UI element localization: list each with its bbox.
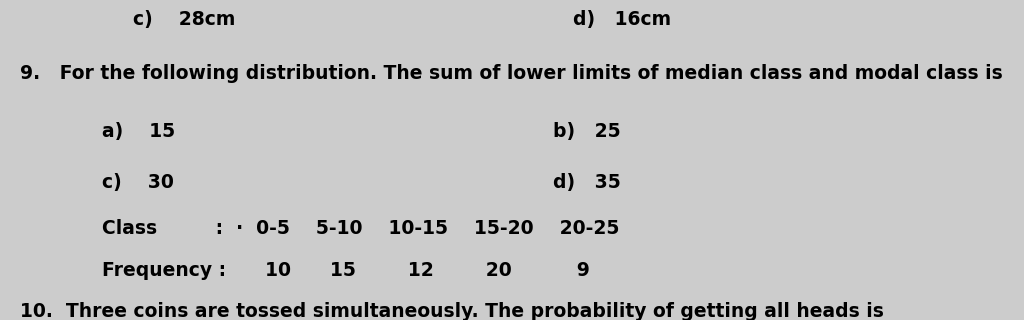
Text: c)    28cm: c) 28cm [133,10,236,28]
Text: Class         :  ·  0-5    5-10    10-15    15-20    20-25: Class : · 0-5 5-10 10-15 15-20 20-25 [102,219,620,238]
Text: 10.  Three coins are tossed simultaneously. The probability of getting all heads: 10. Three coins are tossed simultaneousl… [20,302,885,320]
Text: c)    30: c) 30 [102,173,174,192]
Text: b)   25: b) 25 [553,122,621,140]
Text: Frequency :      10      15        12        20          9: Frequency : 10 15 12 20 9 [102,261,590,280]
Text: 9.   For the following distribution. The sum of lower limits of median class and: 9. For the following distribution. The s… [20,64,1004,83]
Text: d)   16cm: d) 16cm [573,10,672,28]
Text: d)   35: d) 35 [553,173,621,192]
Text: a)    15: a) 15 [102,122,175,140]
